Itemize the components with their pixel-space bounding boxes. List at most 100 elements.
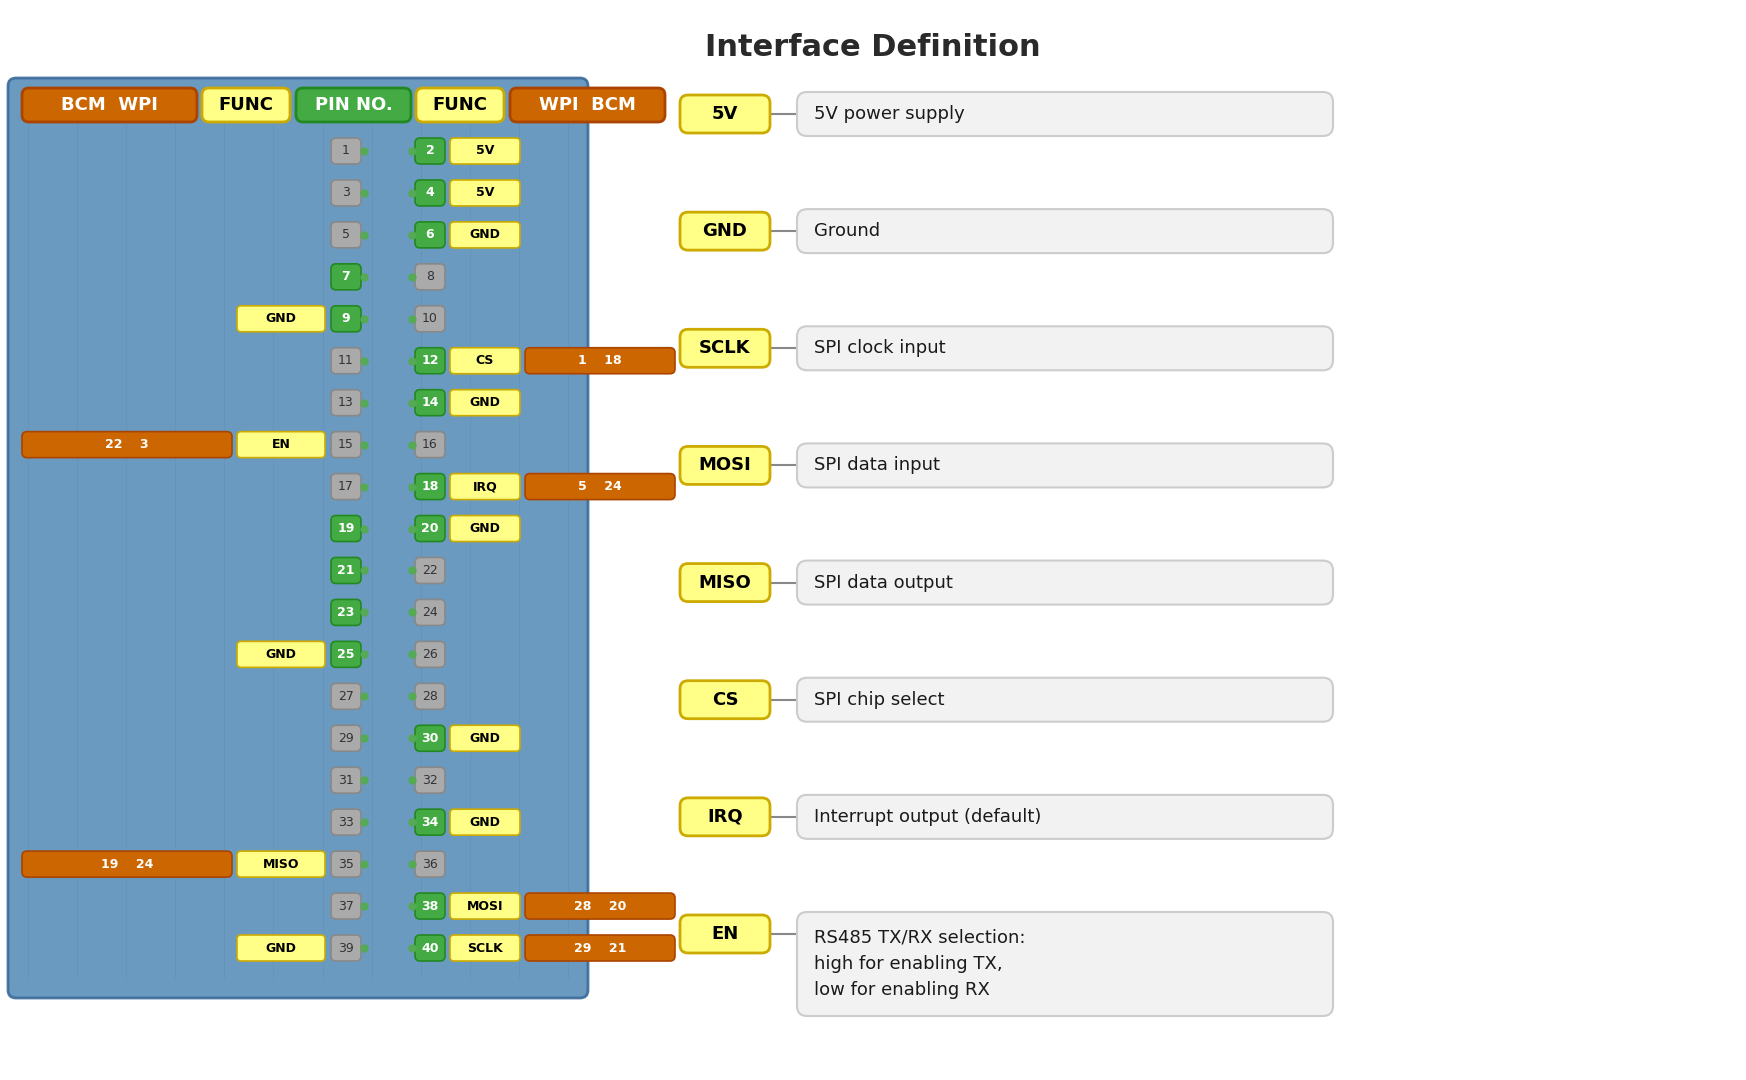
- Text: 38: 38: [421, 900, 438, 913]
- Text: GND: GND: [265, 648, 297, 661]
- FancyBboxPatch shape: [526, 935, 676, 961]
- FancyBboxPatch shape: [416, 87, 505, 122]
- Text: 8: 8: [426, 270, 435, 283]
- FancyBboxPatch shape: [679, 680, 770, 718]
- Text: 31: 31: [339, 773, 354, 786]
- FancyBboxPatch shape: [679, 212, 770, 251]
- Text: IRQ: IRQ: [473, 481, 498, 494]
- Text: 19    24: 19 24: [101, 858, 154, 870]
- FancyBboxPatch shape: [297, 87, 410, 122]
- FancyBboxPatch shape: [450, 221, 520, 248]
- Text: 11: 11: [339, 354, 354, 367]
- Text: 10: 10: [423, 312, 438, 325]
- FancyBboxPatch shape: [510, 87, 665, 122]
- FancyBboxPatch shape: [332, 809, 361, 835]
- FancyBboxPatch shape: [416, 809, 445, 835]
- Text: EN: EN: [711, 924, 739, 943]
- Text: GND: GND: [470, 228, 501, 242]
- FancyBboxPatch shape: [526, 473, 676, 500]
- Text: 2: 2: [426, 145, 435, 158]
- Text: 22    3: 22 3: [105, 438, 148, 451]
- FancyBboxPatch shape: [237, 935, 325, 961]
- FancyBboxPatch shape: [679, 329, 770, 367]
- Text: MISO: MISO: [698, 573, 751, 592]
- Text: FUNC: FUNC: [433, 96, 487, 114]
- Text: 33: 33: [339, 815, 354, 828]
- Text: CS: CS: [477, 354, 494, 367]
- Text: 23: 23: [337, 606, 354, 619]
- FancyBboxPatch shape: [416, 935, 445, 961]
- FancyBboxPatch shape: [416, 348, 445, 374]
- FancyBboxPatch shape: [332, 726, 361, 752]
- Text: SCLK: SCLK: [698, 339, 751, 357]
- FancyBboxPatch shape: [796, 795, 1332, 839]
- Text: 34: 34: [421, 815, 438, 828]
- FancyBboxPatch shape: [796, 561, 1332, 605]
- Text: GND: GND: [470, 732, 501, 745]
- Text: PIN NO.: PIN NO.: [314, 96, 393, 114]
- FancyBboxPatch shape: [203, 87, 290, 122]
- FancyBboxPatch shape: [416, 726, 445, 752]
- FancyBboxPatch shape: [416, 432, 445, 458]
- Text: 21: 21: [337, 564, 354, 577]
- FancyBboxPatch shape: [9, 78, 588, 998]
- Text: 9: 9: [342, 312, 351, 325]
- Text: 1: 1: [342, 145, 349, 158]
- FancyBboxPatch shape: [332, 221, 361, 248]
- FancyBboxPatch shape: [416, 390, 445, 416]
- FancyBboxPatch shape: [416, 515, 445, 541]
- Text: EN: EN: [272, 438, 290, 451]
- Text: WPI  BCM: WPI BCM: [540, 96, 636, 114]
- FancyBboxPatch shape: [796, 444, 1332, 487]
- Text: 36: 36: [423, 858, 438, 870]
- Text: SPI clock input: SPI clock input: [814, 339, 946, 357]
- Text: 16: 16: [423, 438, 438, 451]
- FancyBboxPatch shape: [23, 87, 197, 122]
- FancyBboxPatch shape: [332, 515, 361, 541]
- Text: 25: 25: [337, 648, 354, 661]
- FancyBboxPatch shape: [416, 138, 445, 164]
- Text: 6: 6: [426, 228, 435, 242]
- Text: MOSI: MOSI: [698, 457, 751, 474]
- FancyBboxPatch shape: [450, 809, 520, 835]
- Text: MOSI: MOSI: [466, 900, 503, 913]
- FancyBboxPatch shape: [332, 348, 361, 374]
- FancyBboxPatch shape: [416, 893, 445, 919]
- FancyBboxPatch shape: [416, 264, 445, 289]
- Text: 39: 39: [339, 942, 354, 955]
- FancyBboxPatch shape: [23, 432, 232, 458]
- FancyBboxPatch shape: [416, 767, 445, 793]
- FancyBboxPatch shape: [416, 599, 445, 625]
- Text: GND: GND: [470, 396, 501, 409]
- FancyBboxPatch shape: [332, 432, 361, 458]
- FancyBboxPatch shape: [796, 912, 1332, 1016]
- FancyBboxPatch shape: [450, 180, 520, 206]
- FancyBboxPatch shape: [416, 180, 445, 206]
- Text: BCM  WPI: BCM WPI: [61, 96, 157, 114]
- FancyBboxPatch shape: [450, 348, 520, 374]
- FancyBboxPatch shape: [679, 798, 770, 836]
- Text: 24: 24: [423, 606, 438, 619]
- FancyBboxPatch shape: [332, 180, 361, 206]
- Text: GND: GND: [265, 942, 297, 955]
- FancyBboxPatch shape: [450, 515, 520, 541]
- Text: 29: 29: [339, 732, 354, 745]
- FancyBboxPatch shape: [416, 473, 445, 500]
- FancyBboxPatch shape: [450, 390, 520, 416]
- FancyBboxPatch shape: [796, 326, 1332, 370]
- Text: 29    21: 29 21: [574, 942, 627, 955]
- Text: 15: 15: [339, 438, 354, 451]
- FancyBboxPatch shape: [332, 684, 361, 710]
- Text: 5: 5: [342, 228, 349, 242]
- FancyBboxPatch shape: [796, 678, 1332, 721]
- Text: MISO: MISO: [262, 858, 299, 870]
- FancyBboxPatch shape: [416, 557, 445, 583]
- FancyBboxPatch shape: [332, 138, 361, 164]
- FancyBboxPatch shape: [679, 95, 770, 133]
- Text: SPI chip select: SPI chip select: [814, 691, 945, 708]
- Text: 17: 17: [339, 481, 354, 494]
- FancyBboxPatch shape: [332, 767, 361, 793]
- Text: 30: 30: [421, 732, 438, 745]
- FancyBboxPatch shape: [332, 893, 361, 919]
- FancyBboxPatch shape: [526, 348, 676, 374]
